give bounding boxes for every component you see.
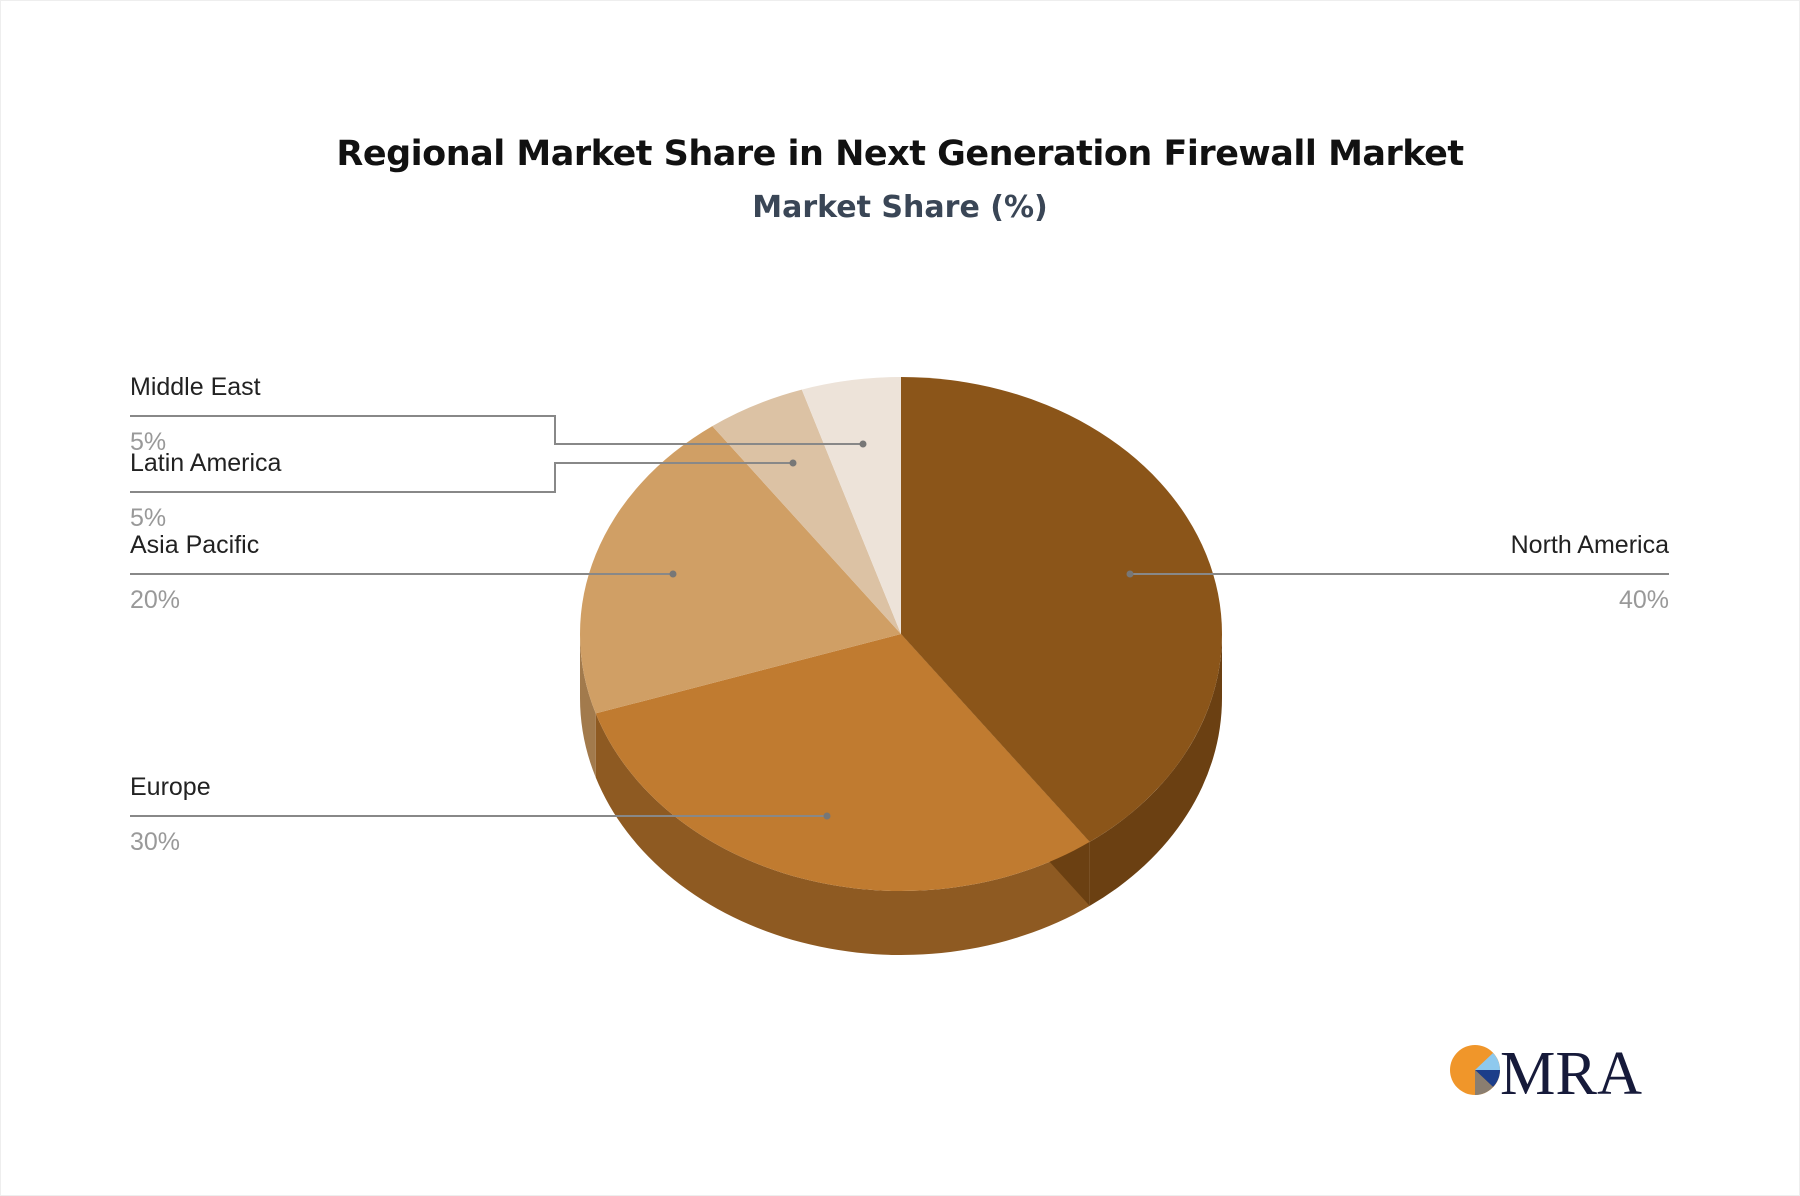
leader-dot-latin-america <box>789 459 797 467</box>
label-latin-america: Latin America <box>130 449 282 477</box>
svg-text:MRA: MRA <box>1500 1040 1642 1100</box>
mra-logo: MRA <box>1450 1040 1642 1100</box>
value-label-north-america: 40% <box>1619 586 1669 614</box>
chart-subtitle: Market Share (%) <box>752 190 1048 225</box>
pie-slice-middle-east[interactable] <box>801 377 901 634</box>
leader-dot-europe <box>823 812 831 820</box>
pie-slice-north-america[interactable] <box>901 377 1222 842</box>
leader-line-middle-east <box>130 415 863 445</box>
leader-dot-asia-pacific <box>669 570 677 578</box>
value-label-middle-east: 5% <box>130 428 166 456</box>
leader-dot-middle-east <box>859 440 867 448</box>
value-label-asia-pacific: 20% <box>130 586 180 614</box>
label-europe: Europe <box>130 773 211 801</box>
label-asia-pacific: Asia Pacific <box>130 531 259 559</box>
pie-side-europe <box>595 713 1090 955</box>
pie-slice-latin-america[interactable] <box>712 389 901 634</box>
pie-slice-asia-pacific[interactable] <box>580 426 901 714</box>
pie-side-asia-pacific <box>580 634 596 778</box>
chart-title: Regional Market Share in Next Generation… <box>336 134 1464 174</box>
pie-slice-europe[interactable] <box>595 634 1090 891</box>
leader-line-latin-america <box>130 462 793 493</box>
value-label-europe: 30% <box>130 828 180 856</box>
value-label-latin-america: 5% <box>130 504 166 532</box>
label-middle-east: Middle East <box>130 373 261 401</box>
pie-side-north-america <box>1089 634 1222 906</box>
label-north-america: North America <box>1511 531 1669 559</box>
leader-dot-north-america <box>1126 570 1134 578</box>
